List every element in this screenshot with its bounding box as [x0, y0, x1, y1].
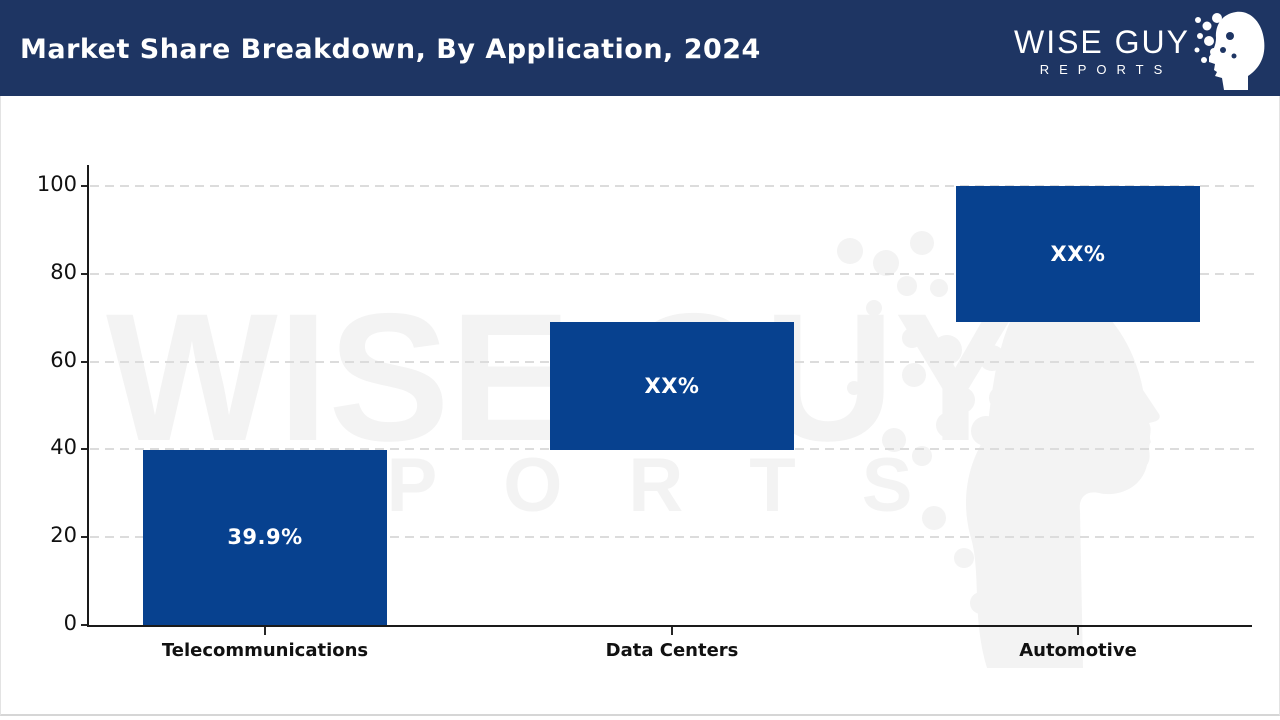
logo-text: WISE GUY REPORTS — [1013, 23, 1190, 77]
y-tick-label: 40 — [50, 435, 77, 460]
x-tick-label: Telecommunications — [161, 640, 369, 661]
y-axis-tick — [81, 360, 88, 363]
logo-wordmark: WISE GUY — [1013, 23, 1190, 60]
x-axis-tick — [1077, 627, 1079, 635]
y-axis-tick — [81, 448, 88, 451]
gridline — [90, 272, 1257, 275]
wise-guy-logo: WISE GUY REPORTS — [1014, 8, 1268, 94]
y-axis-tick — [81, 624, 88, 626]
x-tick-label: Automotive — [1019, 640, 1137, 661]
y-axis-line — [87, 165, 89, 627]
y-tick-label: 80 — [50, 259, 77, 284]
y-tick-label: 60 — [50, 347, 77, 372]
header-bar: Market Share Breakdown, By Application, … — [0, 0, 1280, 96]
gridline — [90, 185, 1257, 187]
y-tick-label: 100 — [36, 172, 77, 196]
bar-value-label: XX% — [1050, 242, 1106, 267]
page-title: Market Share Breakdown, By Application, … — [20, 34, 761, 65]
x-axis-tick — [671, 627, 673, 635]
x-axis-tick — [264, 627, 266, 635]
gridline — [90, 536, 1257, 539]
x-axis-line — [87, 625, 1252, 627]
chart-canvas: WISE GUY REPORTS — [0, 96, 1280, 716]
bar-automotive: XX% — [956, 186, 1200, 323]
logo-subtitle: REPORTS — [1039, 61, 1173, 77]
y-tick-label: 0 — [63, 611, 77, 635]
logo-head-icon — [1192, 8, 1268, 94]
x-tick-label: Data Centers — [605, 640, 739, 661]
y-axis-tick — [81, 185, 88, 187]
bar-telecommunications: 39.9% — [143, 449, 387, 625]
y-tick-label: 20 — [50, 523, 77, 548]
y-axis-tick — [81, 272, 88, 275]
bar-value-label: XX% — [644, 373, 700, 398]
y-axis-tick — [81, 536, 88, 539]
bar-value-label: 39.9% — [227, 525, 303, 550]
bar-data-centers: XX% — [550, 322, 794, 450]
